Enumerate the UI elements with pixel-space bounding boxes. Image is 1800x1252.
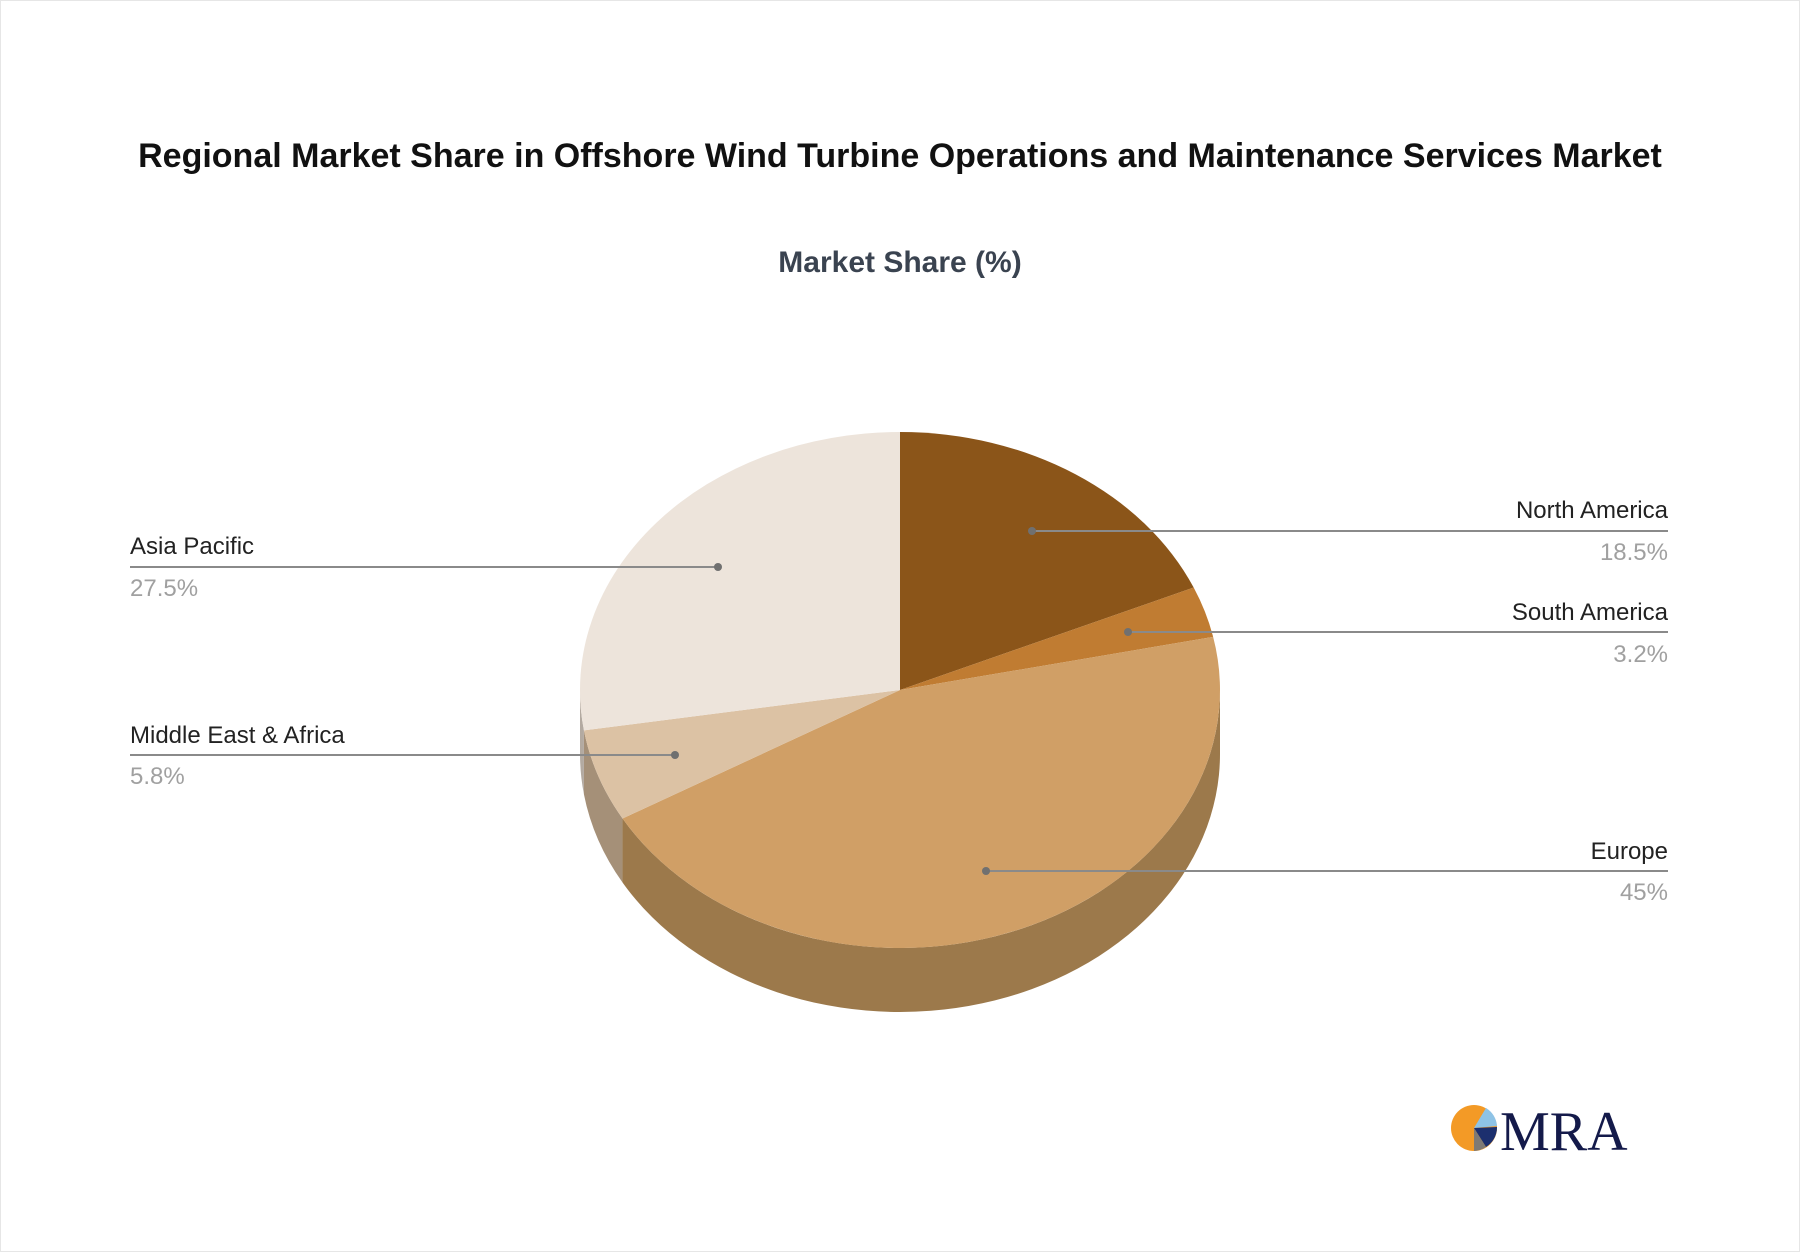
callout-label-asia-pacific: Asia Pacific xyxy=(130,533,254,560)
pie-slice-north-america[interactable] xyxy=(900,432,1194,690)
pie-slice-asia-pacific[interactable] xyxy=(580,432,900,731)
callout-dot xyxy=(982,867,990,875)
callout-value-south-america: 3.2% xyxy=(1613,641,1668,668)
pie-side-europe xyxy=(622,690,1220,1013)
callout-dot xyxy=(671,751,679,759)
callout-value-middle-east-africa: 5.8% xyxy=(130,763,185,790)
callout-value-europe: 45% xyxy=(1620,879,1668,906)
pie-sides xyxy=(580,690,1220,1013)
pie-slice-middle-east-africa[interactable] xyxy=(583,690,900,819)
callout-label-north-america: North America xyxy=(1516,497,1669,524)
chart-title: Regional Market Share in Offshore Wind T… xyxy=(138,137,1662,175)
callout-label-south-america: South America xyxy=(1512,599,1669,626)
pie-side-middle-east-africa xyxy=(583,730,623,883)
mra-logo: MRA xyxy=(1451,1101,1628,1158)
pie-callouts: North America 18.5% South America 3.2% Europ… xyxy=(130,497,1669,906)
callout-value-asia-pacific: 27.5% xyxy=(130,575,198,602)
logo-text: MRA xyxy=(1500,1101,1628,1158)
callout-label-middle-east-africa: Middle East & Africa xyxy=(130,722,345,749)
callout-dot xyxy=(1124,628,1132,636)
callout-label-europe: Europe xyxy=(1591,838,1668,865)
pie-slice-south-america[interactable] xyxy=(900,587,1214,690)
pie-side-asia-pacific xyxy=(580,690,584,795)
callout-dot xyxy=(714,563,722,571)
callout-value-north-america: 18.5% xyxy=(1600,539,1668,566)
logo-pie-icon xyxy=(1451,1105,1498,1151)
callout-dot xyxy=(1028,527,1036,535)
chart-subtitle: Market Share (%) xyxy=(778,246,1022,279)
